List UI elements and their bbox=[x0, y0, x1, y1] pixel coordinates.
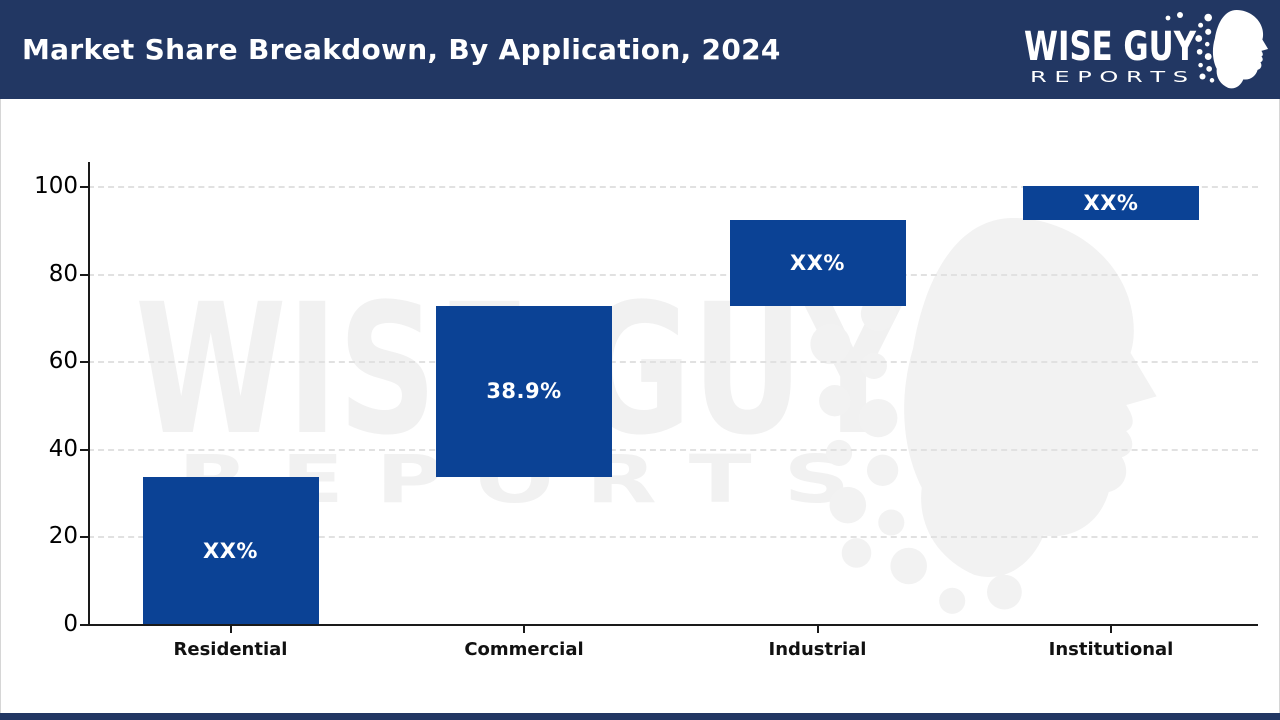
page-title: Market Share Breakdown, By Application, … bbox=[22, 33, 781, 66]
y-axis-tick-label: 40 bbox=[48, 435, 78, 462]
y-axis-tick-mark bbox=[80, 186, 88, 188]
bar-segment-commercial: 38.9% bbox=[436, 306, 612, 477]
bar-segment-institutional: XX% bbox=[1023, 186, 1199, 220]
y-gridline bbox=[88, 186, 1258, 188]
bar-value-label: 38.9% bbox=[486, 379, 562, 404]
logo-wiseguy-text: WISE GUY bbox=[1024, 24, 1197, 70]
logo-head-icon bbox=[1195, 10, 1268, 89]
brand-logo: WISE GUY R E P O R T S bbox=[1024, 10, 1268, 89]
y-axis-tick-label: 100 bbox=[34, 173, 78, 199]
bar-value-label: XX% bbox=[1083, 190, 1139, 215]
bar-segment-industrial: XX% bbox=[729, 219, 906, 307]
y-axis-tick-label: 20 bbox=[48, 523, 78, 550]
x-axis-tick-mark bbox=[229, 626, 232, 633]
x-axis-line bbox=[88, 624, 1258, 626]
x-axis-tick-mark bbox=[816, 626, 819, 633]
x-axis-tick-mark bbox=[523, 626, 525, 633]
y-gridline bbox=[88, 448, 1258, 451]
y-gridline bbox=[88, 536, 1258, 539]
y-axis-tick-mark bbox=[80, 536, 88, 539]
y-axis-line bbox=[88, 162, 90, 626]
x-axis-category-label: Industrial bbox=[768, 639, 867, 660]
logo-reports-text: R E P O R T S bbox=[1030, 68, 1188, 86]
x-axis-category-label: Commercial bbox=[464, 639, 584, 660]
y-gridline bbox=[88, 361, 1258, 364]
x-axis-category-label: Institutional bbox=[1048, 639, 1174, 660]
y-axis-tick-label: 60 bbox=[48, 348, 78, 375]
y-axis-tick-mark bbox=[80, 361, 88, 364]
y-axis-tick-mark bbox=[80, 448, 88, 451]
x-axis-category-label: Residential bbox=[173, 639, 288, 660]
footer-bar bbox=[0, 713, 1280, 720]
y-axis-tick-mark bbox=[80, 624, 88, 626]
y-axis-tick-label: 80 bbox=[48, 260, 78, 287]
y-gridline bbox=[88, 273, 1258, 276]
bar-segment-residential: XX% bbox=[142, 476, 319, 625]
y-axis-tick-label: 0 bbox=[63, 611, 78, 637]
header-bar: Market Share Breakdown, By Application, … bbox=[0, 0, 1280, 99]
bar-value-label: XX% bbox=[790, 250, 845, 275]
x-axis-tick-mark bbox=[1110, 626, 1112, 633]
y-axis-tick-mark bbox=[80, 273, 88, 276]
bar-value-label: XX% bbox=[203, 538, 258, 563]
